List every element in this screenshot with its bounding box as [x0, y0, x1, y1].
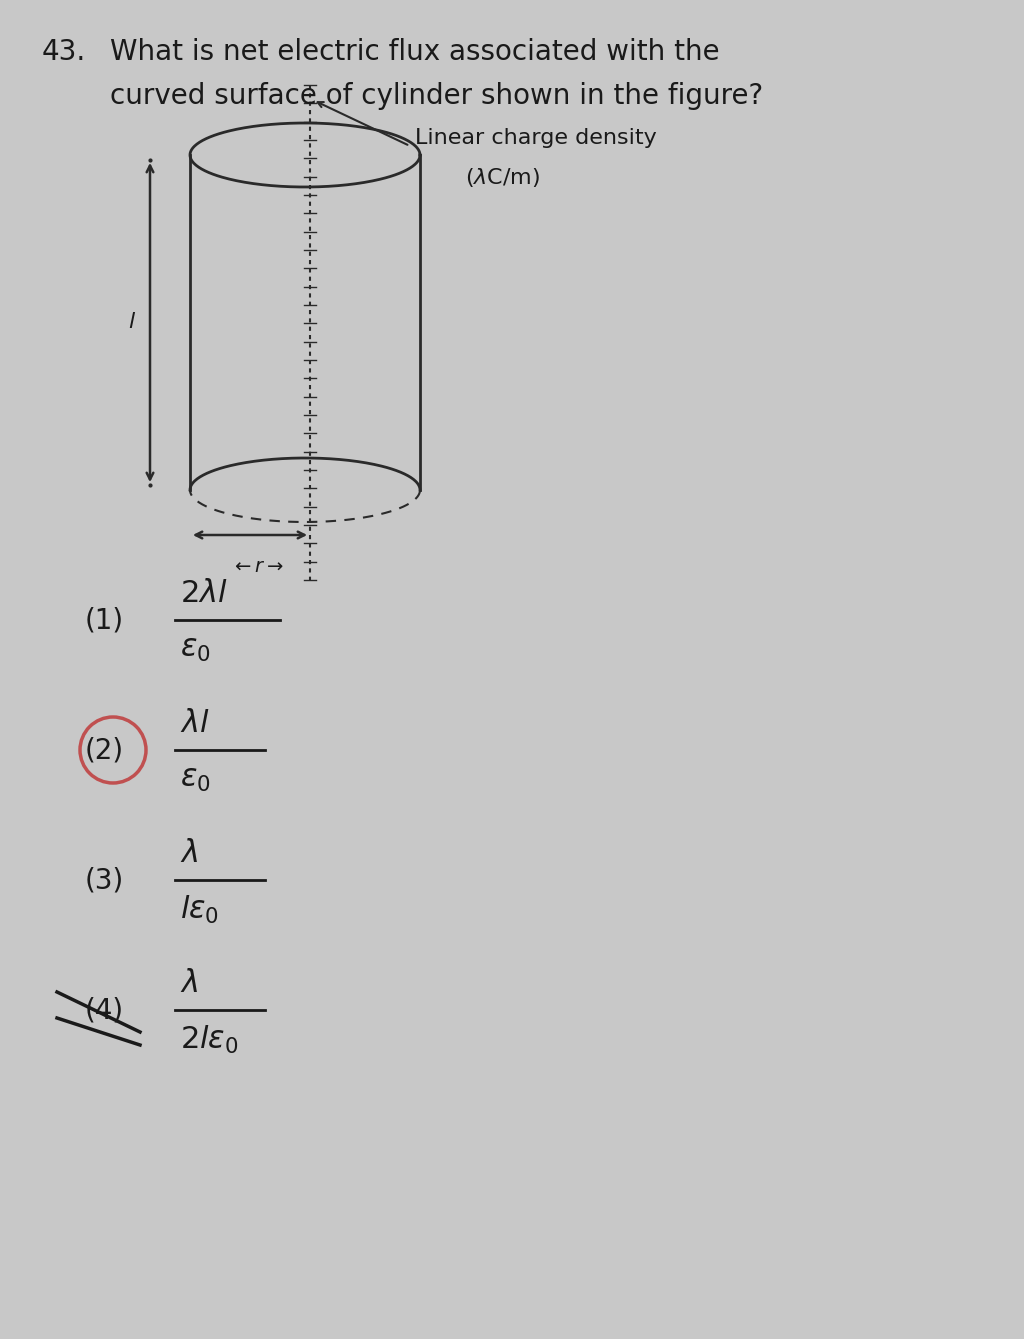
Text: (3): (3) — [85, 866, 124, 894]
Text: Linear charge density: Linear charge density — [415, 129, 656, 149]
Text: $\it{l}$: $\it{l}$ — [128, 312, 136, 332]
Text: $2\lambda l$: $2\lambda l$ — [180, 578, 227, 608]
Text: $2l\varepsilon_0$: $2l\varepsilon_0$ — [180, 1024, 239, 1056]
Text: $\lambda$: $\lambda$ — [180, 968, 199, 998]
Text: $\varepsilon_0$: $\varepsilon_0$ — [180, 636, 211, 664]
Text: ($\lambda$C/m): ($\lambda$C/m) — [465, 166, 541, 189]
Text: $\lambda$: $\lambda$ — [180, 838, 199, 868]
Text: $\lambda l$: $\lambda l$ — [180, 708, 210, 738]
Text: (1): (1) — [85, 607, 124, 633]
Text: curved surface of cylinder shown in the figure?: curved surface of cylinder shown in the … — [110, 82, 763, 110]
Text: $\varepsilon_0$: $\varepsilon_0$ — [180, 766, 211, 794]
Text: 43.: 43. — [42, 37, 86, 66]
Text: (4): (4) — [85, 996, 124, 1024]
Text: $\leftarrow r\rightarrow$: $\leftarrow r\rightarrow$ — [231, 557, 285, 576]
Text: (2): (2) — [85, 736, 124, 765]
Text: What is net electric flux associated with the: What is net electric flux associated wit… — [110, 37, 720, 66]
Text: $l\varepsilon_0$: $l\varepsilon_0$ — [180, 894, 219, 927]
